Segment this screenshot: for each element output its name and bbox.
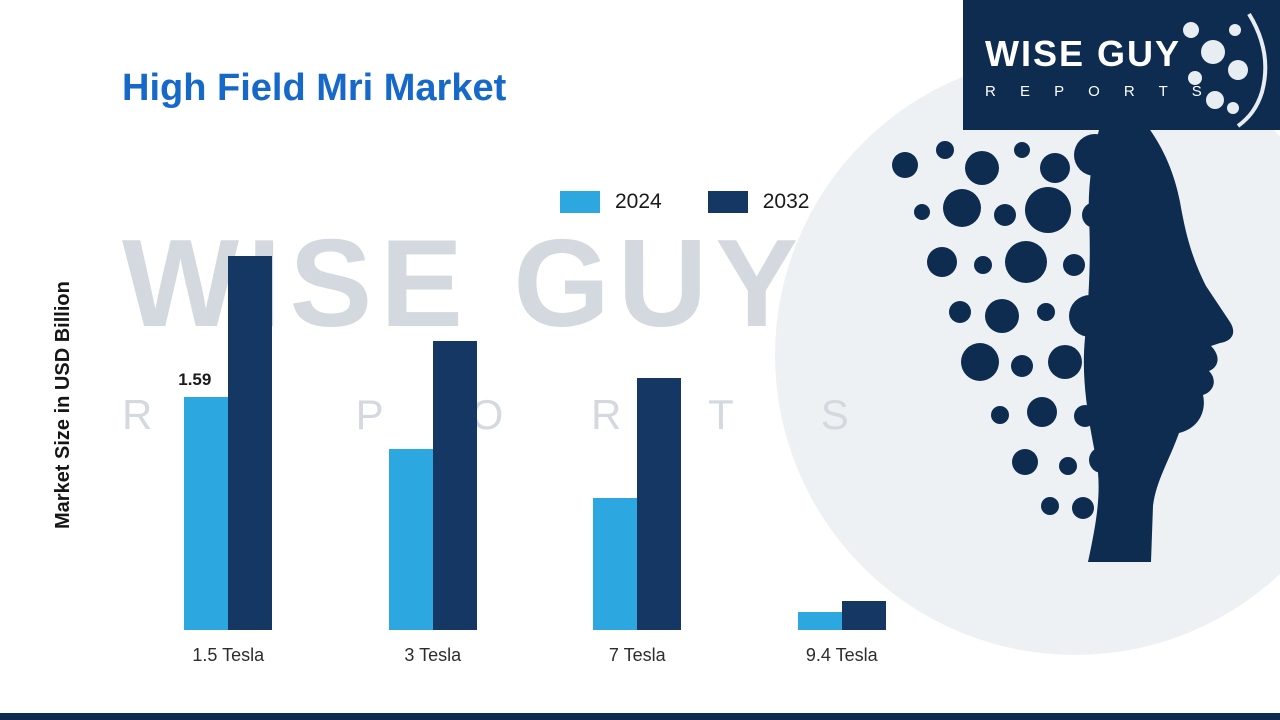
bar-2024-9.4-tesla	[797, 612, 842, 630]
bar-2032-7-tesla	[637, 378, 682, 630]
bar-value-label: 1.59	[178, 370, 212, 389]
bar-2024-7-tesla	[593, 498, 638, 630]
legend-swatch-2024	[560, 191, 600, 213]
head-profile-graphic	[892, 92, 1234, 562]
bar-group: 1.59 1.5 Tesla	[178, 256, 273, 665]
logo-subtext: R E P O R T S	[985, 83, 1212, 100]
legend-item-2032: 2032	[707, 190, 810, 214]
legend-label-2024: 2024	[615, 190, 662, 213]
bar-2024-3-tesla	[388, 449, 433, 630]
footer-bar	[0, 713, 1280, 720]
bar-2032-1.5-tesla	[228, 256, 273, 630]
bar-group: 3 Tesla	[388, 341, 477, 665]
category-label: 9.4 Tesla	[805, 645, 878, 665]
logo-banner: WISE GUY R E P O R T S	[963, 0, 1280, 130]
logo-wordmark: WISE GUY	[985, 33, 1182, 74]
legend-item-2024: 2024	[560, 190, 662, 214]
category-label: 7 Tesla	[608, 645, 666, 665]
chart-legend: 2024 2032	[560, 190, 809, 214]
logo-text: WISE GUY R E P O R T S	[985, 33, 1212, 100]
bar-group: 7 Tesla	[593, 378, 682, 665]
legend-label-2032: 2032	[762, 190, 810, 213]
y-axis-label: Market Size in USD Billion	[52, 281, 74, 529]
logo-head-icon	[1183, 12, 1268, 128]
category-label: 1.5 Tesla	[192, 645, 265, 665]
bar-2024-1.5-tesla	[184, 397, 229, 630]
bar-2032-9.4-tesla	[841, 601, 886, 630]
legend-swatch-2032	[707, 191, 748, 213]
bar-2032-3-tesla	[432, 341, 477, 630]
page-title: High Field Mri Market	[122, 67, 507, 110]
bar-group: 9.4 Tesla	[797, 601, 886, 665]
category-label: 3 Tesla	[404, 645, 462, 665]
bar-chart: 1.59 1.5 Tesla 3 Tesla 7 Tesla 9.4 Tesla	[126, 219, 944, 665]
